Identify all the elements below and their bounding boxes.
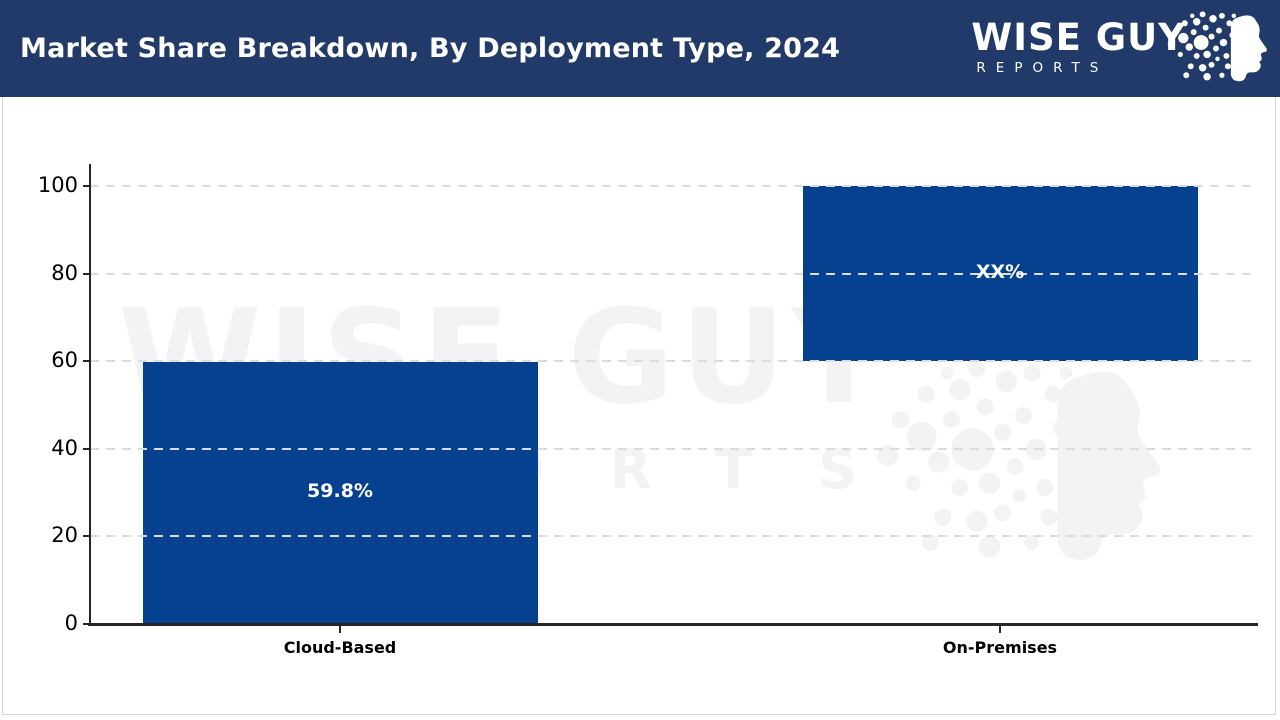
gridline-20 xyxy=(90,535,1257,538)
y-tick-label: 40 xyxy=(51,435,78,460)
y-tick-label: 0 xyxy=(64,611,78,635)
y-tick-label: 60 xyxy=(51,348,78,373)
gridline-100 xyxy=(90,185,1257,187)
y-tick-label: 100 xyxy=(37,173,78,197)
watermark-face-icon xyxy=(877,360,1161,560)
watermark-logo: WISE GUY REPORTS xyxy=(118,281,1161,560)
gridline-60 xyxy=(90,360,1257,363)
watermark-subtitle: REPORTS xyxy=(182,438,923,501)
x-tick-label: Cloud-Based xyxy=(283,638,397,657)
watermark-brand: WISE GUY xyxy=(118,281,892,433)
y-axis-tick xyxy=(83,535,90,538)
gridline-80 xyxy=(90,272,1257,275)
gridline-40 xyxy=(90,447,1257,450)
y-tick-label: 80 xyxy=(51,260,78,285)
brand-subtitle: REPORTS xyxy=(976,59,1109,76)
x-tick-label: On-Premises xyxy=(942,638,1058,657)
page-title: Market Share Breakdown, By Deployment Ty… xyxy=(20,33,841,64)
brand-logo: WISE GUY REPORTS xyxy=(971,4,1268,90)
brand-logo-text: WISE GUY REPORTS xyxy=(971,16,1186,76)
x-axis-tick xyxy=(339,626,341,633)
y-axis-tick xyxy=(83,185,90,187)
header-bar: Market Share Breakdown, By Deployment Ty… xyxy=(0,0,1280,97)
x-axis-spine xyxy=(88,623,1258,626)
y-axis-tick xyxy=(83,447,90,450)
chart-panel-border xyxy=(2,97,1276,715)
brand-face-icon xyxy=(1167,11,1267,82)
bar-value-label: XX% xyxy=(975,260,1025,283)
brand-name: WISE GUY xyxy=(971,16,1186,60)
y-axis-spine xyxy=(89,164,91,626)
y-axis-tick xyxy=(83,623,90,625)
bar-value-label: 59.8% xyxy=(307,480,373,503)
y-axis-tick xyxy=(83,360,90,363)
y-axis-tick xyxy=(83,272,90,275)
y-tick-label: 20 xyxy=(51,523,78,548)
x-axis-tick xyxy=(999,626,1001,633)
bar-cloud-based xyxy=(142,362,538,624)
bar-on-premises xyxy=(802,186,1198,362)
